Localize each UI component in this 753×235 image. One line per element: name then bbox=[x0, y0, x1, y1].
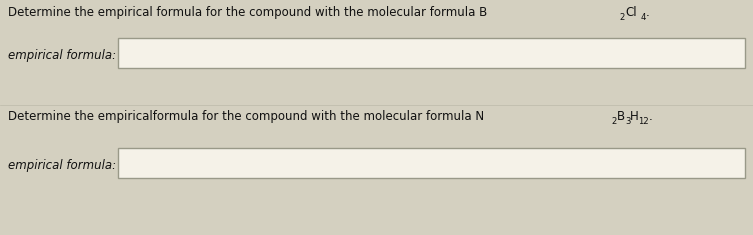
Text: 2: 2 bbox=[620, 12, 625, 21]
Text: Determine the empirical formula for the compound with the molecular formula B: Determine the empirical formula for the … bbox=[8, 6, 487, 19]
Bar bbox=[118, 38, 745, 68]
Text: .: . bbox=[646, 6, 650, 19]
Text: empirical formula:: empirical formula: bbox=[8, 158, 116, 172]
Text: 12: 12 bbox=[639, 117, 649, 125]
Text: Determine the empiricalformula for the compound with the molecular formula N: Determine the empiricalformula for the c… bbox=[8, 110, 484, 123]
Text: H: H bbox=[630, 110, 639, 123]
Text: .: . bbox=[649, 110, 653, 123]
Text: 4: 4 bbox=[641, 12, 646, 21]
Bar bbox=[118, 148, 745, 178]
Text: 2: 2 bbox=[611, 117, 617, 125]
Text: Cl: Cl bbox=[625, 6, 636, 19]
Text: 3: 3 bbox=[625, 117, 630, 125]
Text: empirical formula:: empirical formula: bbox=[8, 48, 116, 62]
Text: B: B bbox=[617, 110, 625, 123]
